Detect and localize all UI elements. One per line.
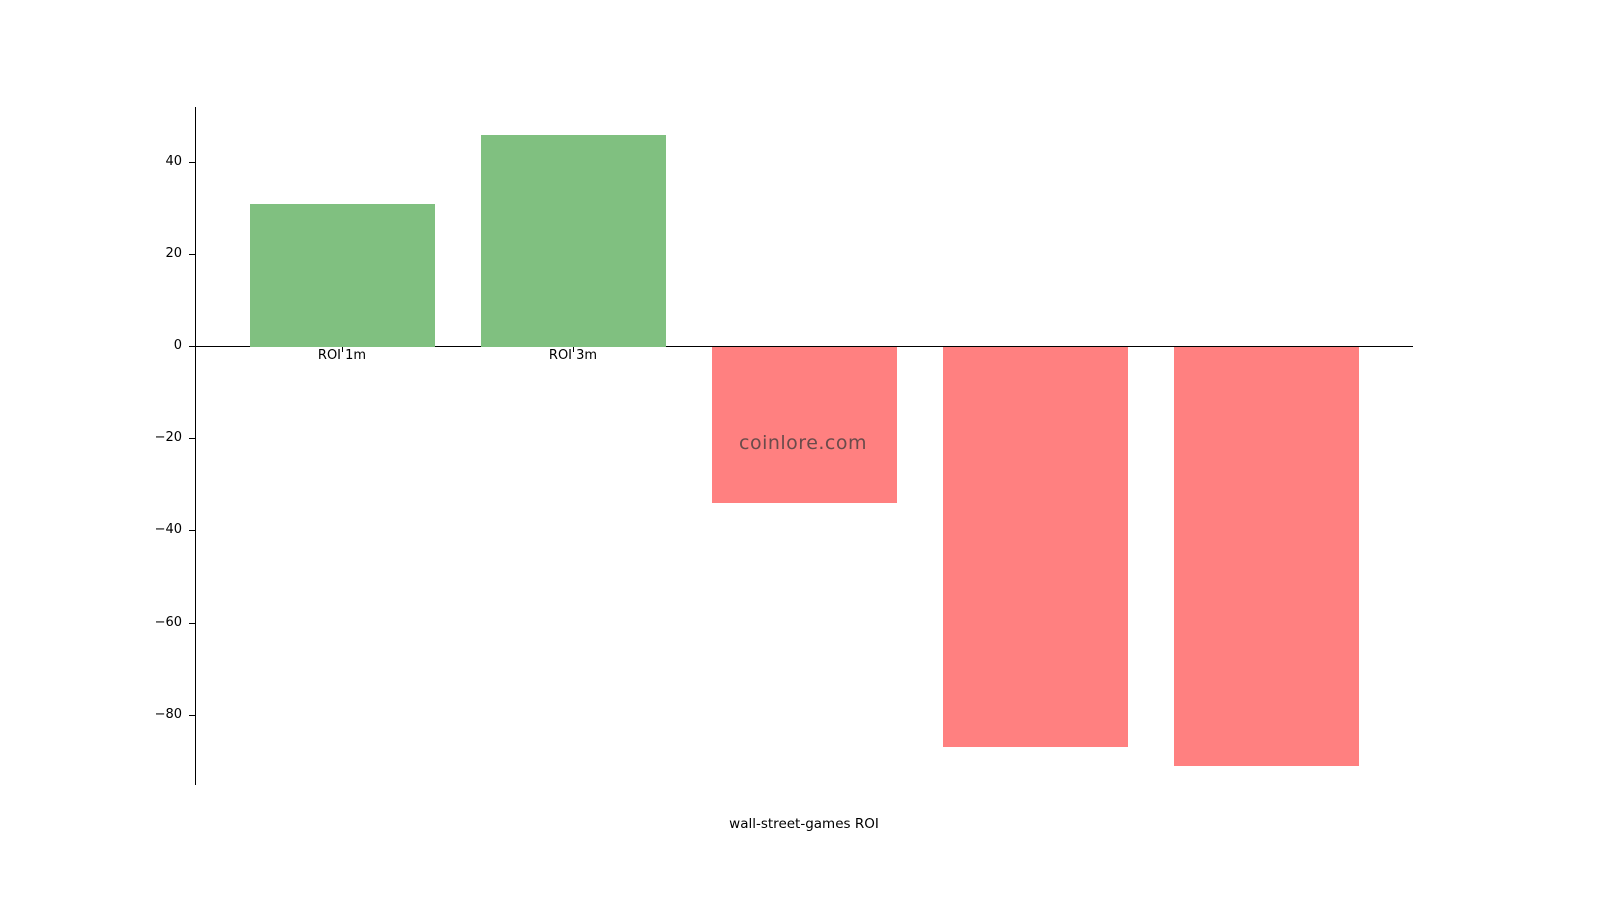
bar-2 xyxy=(712,347,897,503)
x-tick-label: ROI 1m xyxy=(317,348,367,363)
y-tick-mark xyxy=(189,715,196,716)
y-tick-mark xyxy=(189,438,196,439)
y-tick-label: −60 xyxy=(154,615,182,630)
bar-3 xyxy=(943,347,1128,747)
y-tick-mark xyxy=(189,623,196,624)
y-tick-mark xyxy=(189,254,196,255)
y-tick-label: 0 xyxy=(173,338,182,353)
y-tick-mark xyxy=(189,346,196,347)
y-tick-label: 40 xyxy=(165,154,182,169)
y-tick-label: −40 xyxy=(154,522,182,537)
x-tick-mark xyxy=(342,347,343,352)
y-tick-mark xyxy=(189,162,196,163)
y-tick-label: 20 xyxy=(165,246,182,261)
bar-1 xyxy=(481,135,666,347)
y-axis-line xyxy=(195,107,196,785)
watermark-text: coinlore.com xyxy=(739,432,867,454)
x-tick-label: ROI 3m xyxy=(548,348,598,363)
x-tick-mark xyxy=(573,347,574,352)
x-axis-zero-line xyxy=(195,346,1413,347)
y-tick-label: −80 xyxy=(154,707,182,722)
y-tick-mark xyxy=(189,530,196,531)
y-tick-label: −20 xyxy=(154,430,182,445)
bar-4 xyxy=(1174,347,1359,766)
chart-title: wall-street-games ROI xyxy=(729,816,879,832)
bar-0 xyxy=(250,204,435,347)
